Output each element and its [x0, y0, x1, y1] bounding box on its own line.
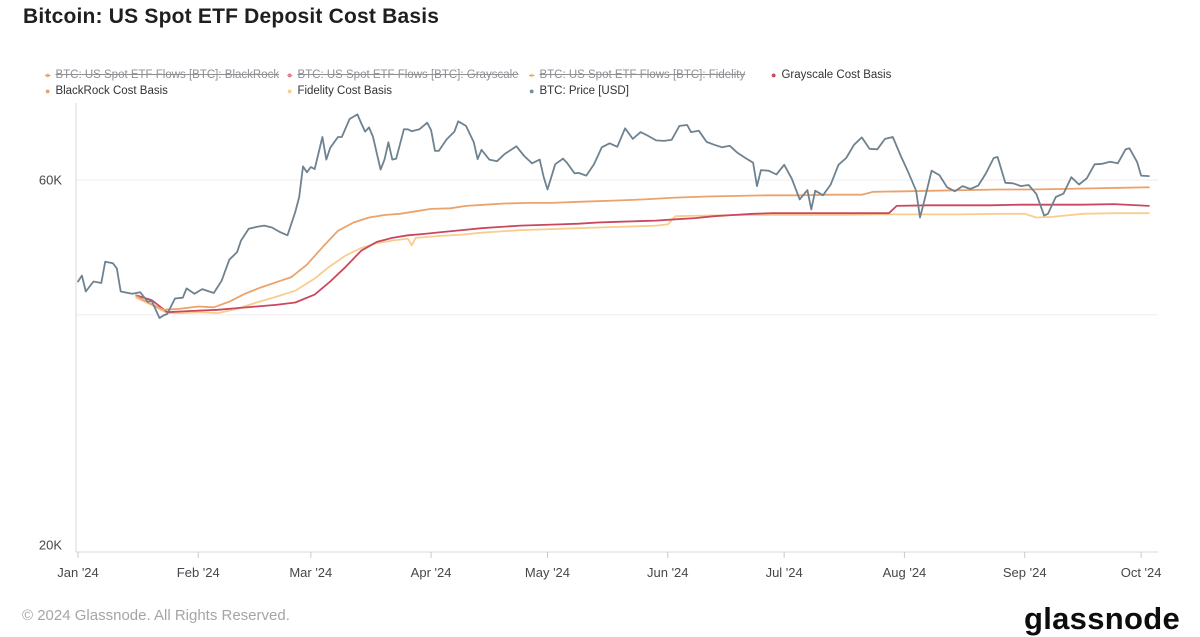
y-axis-label-20K: 20K [38, 537, 62, 553]
x-axis-label-7: Jul '24 [765, 565, 803, 580]
copyright-text: © 2024 Glassnode. All Rights Reserved. [22, 607, 290, 624]
legend-item-btc-price[interactable]: ● BTC: Price [USD] [529, 85, 771, 97]
legend-dot-icon: ● [529, 85, 535, 96]
series-line-fidelity-cost-basis [135, 212, 1150, 314]
x-axis-label-6: Jun '24 [646, 565, 689, 580]
y-axis-label-60K: 60K [38, 172, 62, 188]
legend-item-flows-fidelity[interactable]: ● BTC: US Spot ETF Flows [BTC]: Fidelity [529, 69, 771, 81]
legend-item-fidelity-cost-basis[interactable]: ● Fidelity Cost Basis [287, 85, 529, 97]
legend-item-grayscale-cost-basis[interactable]: ● Grayscale Cost Basis [771, 69, 1013, 81]
legend-label: BTC: US Spot ETF Flows [BTC]: Grayscale [297, 69, 519, 81]
series-line-btc-price [77, 113, 1150, 319]
legend-dot-icon: ● [45, 85, 51, 96]
legend-item-blackrock-cost-basis[interactable]: ● BlackRock Cost Basis [45, 85, 287, 97]
legend-dot-icon: ● [287, 69, 293, 80]
x-axis-label-8: Aug '24 [882, 565, 927, 580]
x-axis-label-1: Jan '24 [57, 565, 99, 580]
legend-dot-icon: ● [287, 85, 293, 96]
legend-row-2: ● BlackRock Cost Basis ● Fidelity Cost Basi… [45, 83, 1013, 99]
legend-row-1: ● BTC: US Spot ETF Flows [BTC]: BlackRock… [45, 67, 1013, 83]
legend-dot-icon: ● [45, 69, 51, 80]
series-line-blackrock-cost-basis [135, 186, 1150, 311]
series-line-grayscale-cost-basis [135, 203, 1150, 314]
legend-label: Fidelity Cost Basis [297, 85, 393, 97]
x-axis-label-9: Sep '24 [1002, 565, 1047, 580]
x-axis-label-3: Mar '24 [289, 565, 333, 580]
legend-label: BlackRock Cost Basis [55, 85, 168, 97]
legend-dot-icon: ● [529, 69, 535, 80]
legend-label: BTC: US Spot ETF Flows [BTC]: BlackRock [55, 69, 280, 81]
page-title: Bitcoin: US Spot ETF Deposit Cost Basis [23, 5, 440, 28]
x-axis-label-2: Feb '24 [176, 565, 220, 580]
x-axis-label-4: Apr '24 [410, 565, 452, 580]
glassnode-logo[interactable]: glassnode [1023, 601, 1180, 636]
legend-dot-icon: ● [771, 69, 777, 80]
x-axis-label-5: May '24 [524, 565, 571, 580]
legend-item-flows-blackrock[interactable]: ● BTC: US Spot ETF Flows [BTC]: BlackRock [45, 69, 287, 81]
chart-legend: ● BTC: US Spot ETF Flows [BTC]: BlackRock… [45, 67, 1013, 99]
legend-item-flows-grayscale[interactable]: ● BTC: US Spot ETF Flows [BTC]: Grayscale [287, 69, 529, 81]
legend-label: BTC: Price [USD] [539, 85, 629, 97]
x-axis-label-10: Oct '24 [1120, 565, 1162, 580]
legend-label: Grayscale Cost Basis [781, 69, 892, 81]
legend-label: BTC: US Spot ETF Flows [BTC]: Fidelity [539, 69, 746, 81]
